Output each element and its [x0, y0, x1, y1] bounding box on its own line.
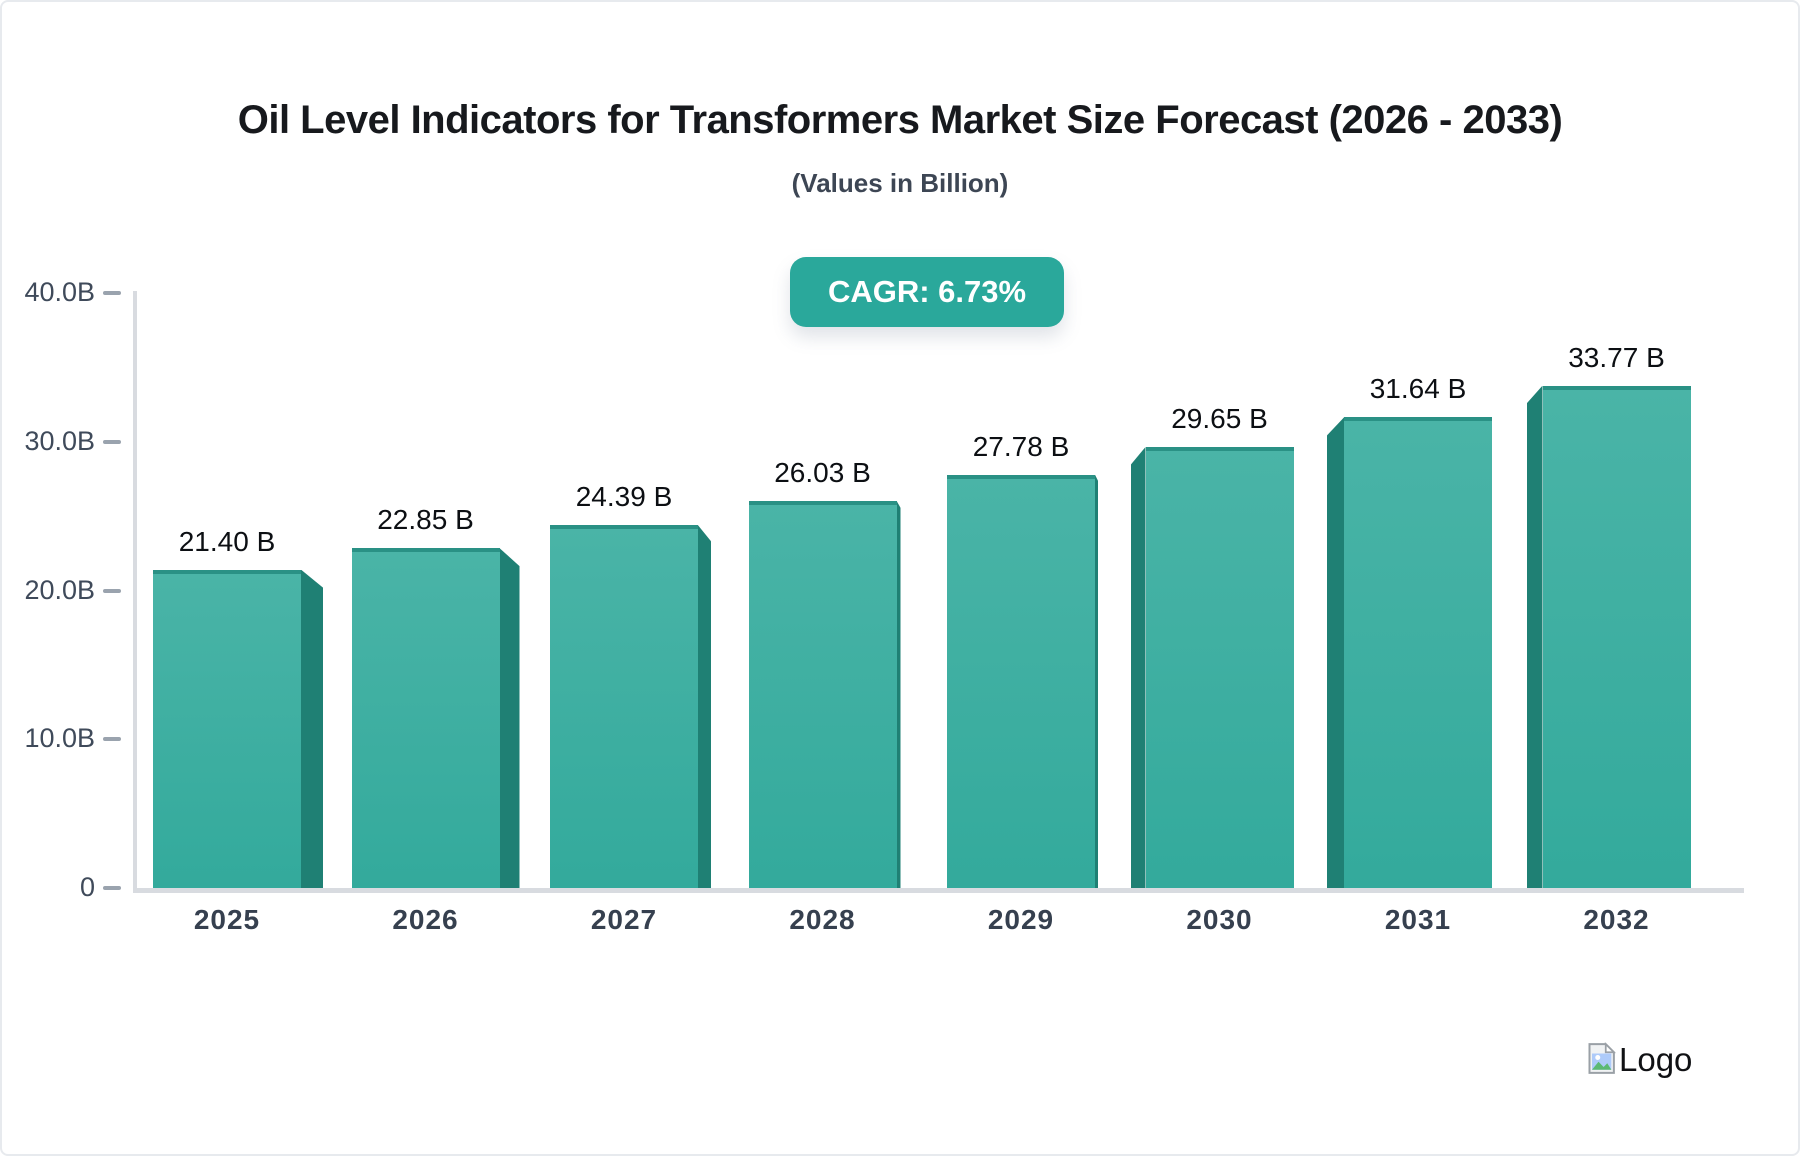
- bar-value-label: 31.64 B: [1369, 373, 1467, 405]
- bar-top-edge: [153, 569, 301, 574]
- bar-2026: [351, 548, 500, 888]
- bar-2028: [748, 500, 897, 888]
- bar-side-panel: [1095, 474, 1098, 888]
- bar-2025: [153, 569, 301, 888]
- bar-value-label: 27.78 B: [972, 430, 1070, 462]
- bar-2030: [1145, 446, 1294, 888]
- y-tick-mark: [103, 439, 121, 444]
- bar-value-label: 29.65 B: [1171, 402, 1268, 434]
- x-axis-category-label: 2032: [1583, 904, 1650, 935]
- x-axis-line: [133, 888, 1744, 893]
- bar-top-edge: [351, 548, 500, 553]
- y-tick-label: 40.0B: [24, 277, 95, 307]
- bar-value-label: 22.85 B: [377, 504, 474, 536]
- logo-text: Logo: [1619, 1041, 1693, 1078]
- bar-value-label: 24.39 B: [575, 481, 673, 513]
- bar-value-label: 21.40 B: [178, 525, 276, 557]
- x-axis-category-label: 2029: [987, 904, 1055, 935]
- bar-2031: [1344, 417, 1492, 888]
- x-axis-category-label: 2026: [392, 904, 459, 935]
- bar-side-panel: [698, 525, 711, 888]
- bar-top-edge: [748, 500, 897, 505]
- bar-side-panel: [1526, 385, 1543, 888]
- bar-side-panel: [896, 500, 901, 888]
- bar-top-edge: [1344, 417, 1492, 422]
- y-axis-line: [133, 291, 137, 892]
- x-axis-category-label: 2028: [789, 904, 856, 935]
- y-tick-mark: [103, 886, 121, 890]
- bar-top-edge: [1145, 446, 1294, 451]
- cagr-badge: CAGR: 6.73%: [790, 257, 1064, 327]
- bar-value-label: 26.03 B: [774, 456, 871, 488]
- x-axis-category-label: 2031: [1384, 904, 1452, 935]
- bar-top-edge: [947, 474, 1095, 479]
- x-axis-category-label: 2027: [590, 904, 658, 935]
- bar-top-edge: [1542, 385, 1691, 390]
- x-axis-category-label: 2030: [1186, 904, 1253, 935]
- y-tick-mark: [103, 588, 121, 593]
- y-tick-mark: [103, 737, 121, 742]
- y-tick-label: 10.0B: [24, 723, 95, 754]
- cagr-badge-label: CAGR: 6.73%: [827, 274, 1027, 309]
- y-tick-label: 30.0B: [24, 425, 95, 456]
- bar-side-panel: [1130, 446, 1146, 888]
- logo: Logo: [1587, 1042, 1692, 1077]
- broken-image-icon: [1588, 1042, 1616, 1074]
- bar-2027: [550, 525, 698, 888]
- bar-2032: [1542, 385, 1691, 888]
- y-tick-label: 20.0B: [24, 574, 95, 605]
- bar-side-panel: [301, 569, 323, 888]
- bar-2029: [947, 474, 1095, 888]
- chart-title: Oil Level Indicators for Transformers Ma…: [237, 98, 1563, 142]
- bar-side-panel: [499, 548, 520, 888]
- x-axis-category-label: 2025: [193, 904, 261, 935]
- bar-value-label: 33.77 B: [1568, 341, 1665, 373]
- y-tick-label: 0: [79, 872, 95, 902]
- y-tick-mark: [103, 291, 121, 295]
- bar-top-edge: [550, 525, 698, 530]
- bar-side-panel: [1327, 417, 1344, 888]
- chart-subtitle: (Values in Billion): [791, 168, 1009, 198]
